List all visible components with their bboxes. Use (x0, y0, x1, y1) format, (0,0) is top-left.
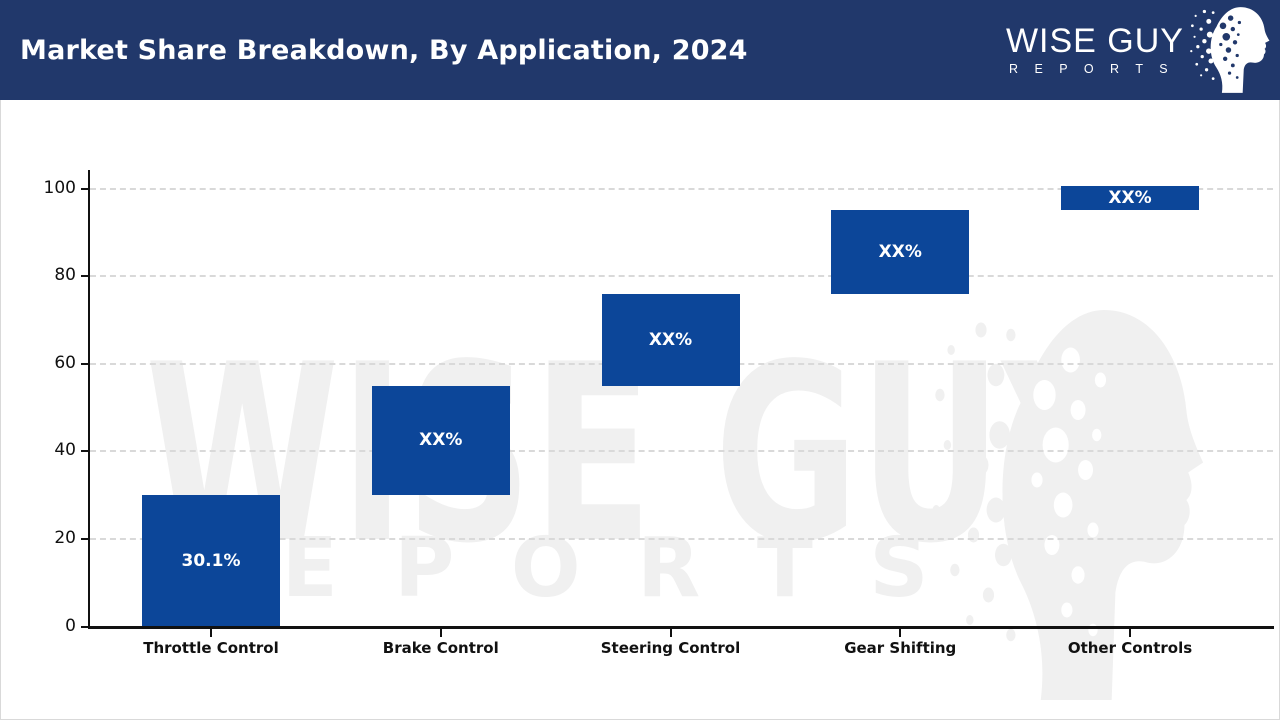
y-tick-label-80: 80 (54, 265, 76, 286)
bar-value-label: XX% (419, 430, 463, 451)
x-category-label: Throttle Control (143, 639, 279, 657)
x-tick-mark (669, 629, 672, 637)
x-category-label: Steering Control (600, 639, 741, 657)
y-tick-mark-20 (81, 537, 90, 540)
bar-value-label: XX% (1108, 188, 1152, 209)
bar-value-label: XX% (878, 242, 922, 262)
gridline-100 (90, 187, 1273, 190)
chart-area: WISE GUY R E P O R T S 0 20 40 60 80 100 30.1%… (0, 100, 1280, 720)
x-category-label: Other Controls (1067, 639, 1193, 657)
x-category-label: Gear Shifting (844, 639, 957, 657)
gridline-40 (90, 450, 1273, 453)
header-bar: Market Share Breakdown, By Application, … (0, 0, 1280, 100)
page-title: Market Share Breakdown, By Application, … (20, 34, 748, 66)
watermark-text-2: R E P O R T S (162, 521, 943, 616)
wiseguy-logo-text: WISE GUY R E P O R T S (1006, 24, 1184, 76)
bar-segment: XX% (831, 210, 970, 294)
x-axis-line (88, 626, 1274, 629)
x-tick-mark (1129, 629, 1131, 637)
bar-segment: XX% (371, 385, 510, 495)
x-tick-mark (210, 629, 212, 637)
wiseguy-logo: WISE GUY R E P O R T S (1006, 0, 1270, 100)
y-tick-label-60: 60 (54, 352, 76, 373)
x-tick-mark (899, 629, 902, 637)
y-tick-label-20: 20 (54, 527, 76, 548)
gridline-80 (90, 275, 1273, 278)
gridline-20 (90, 537, 1273, 540)
brand-subtitle: R E P O R T S (1008, 62, 1175, 77)
y-tick-mark-80 (81, 275, 90, 278)
bar-value-label: 30.1% (181, 550, 241, 571)
bar-value-label: XX% (648, 329, 693, 350)
y-tick-label-0: 0 (65, 615, 76, 636)
x-tick-mark (439, 629, 442, 637)
y-tick-label-100: 100 (43, 177, 76, 198)
y-tick-mark-60 (81, 362, 90, 365)
bar-segment: XX% (1061, 186, 1199, 211)
y-tick-mark-0 (81, 625, 90, 628)
y-tick-mark-100 (81, 187, 90, 190)
brand-name: WISE GUY (1005, 22, 1184, 61)
y-tick-label-40: 40 (54, 440, 76, 461)
bar-segment: XX% (601, 293, 740, 386)
y-tick-mark-40 (81, 450, 90, 453)
y-axis-line (88, 170, 90, 628)
x-category-label: Brake Control (382, 639, 499, 657)
bar-segment: 30.1% (142, 494, 280, 627)
wiseguy-face-icon (1188, 6, 1270, 94)
